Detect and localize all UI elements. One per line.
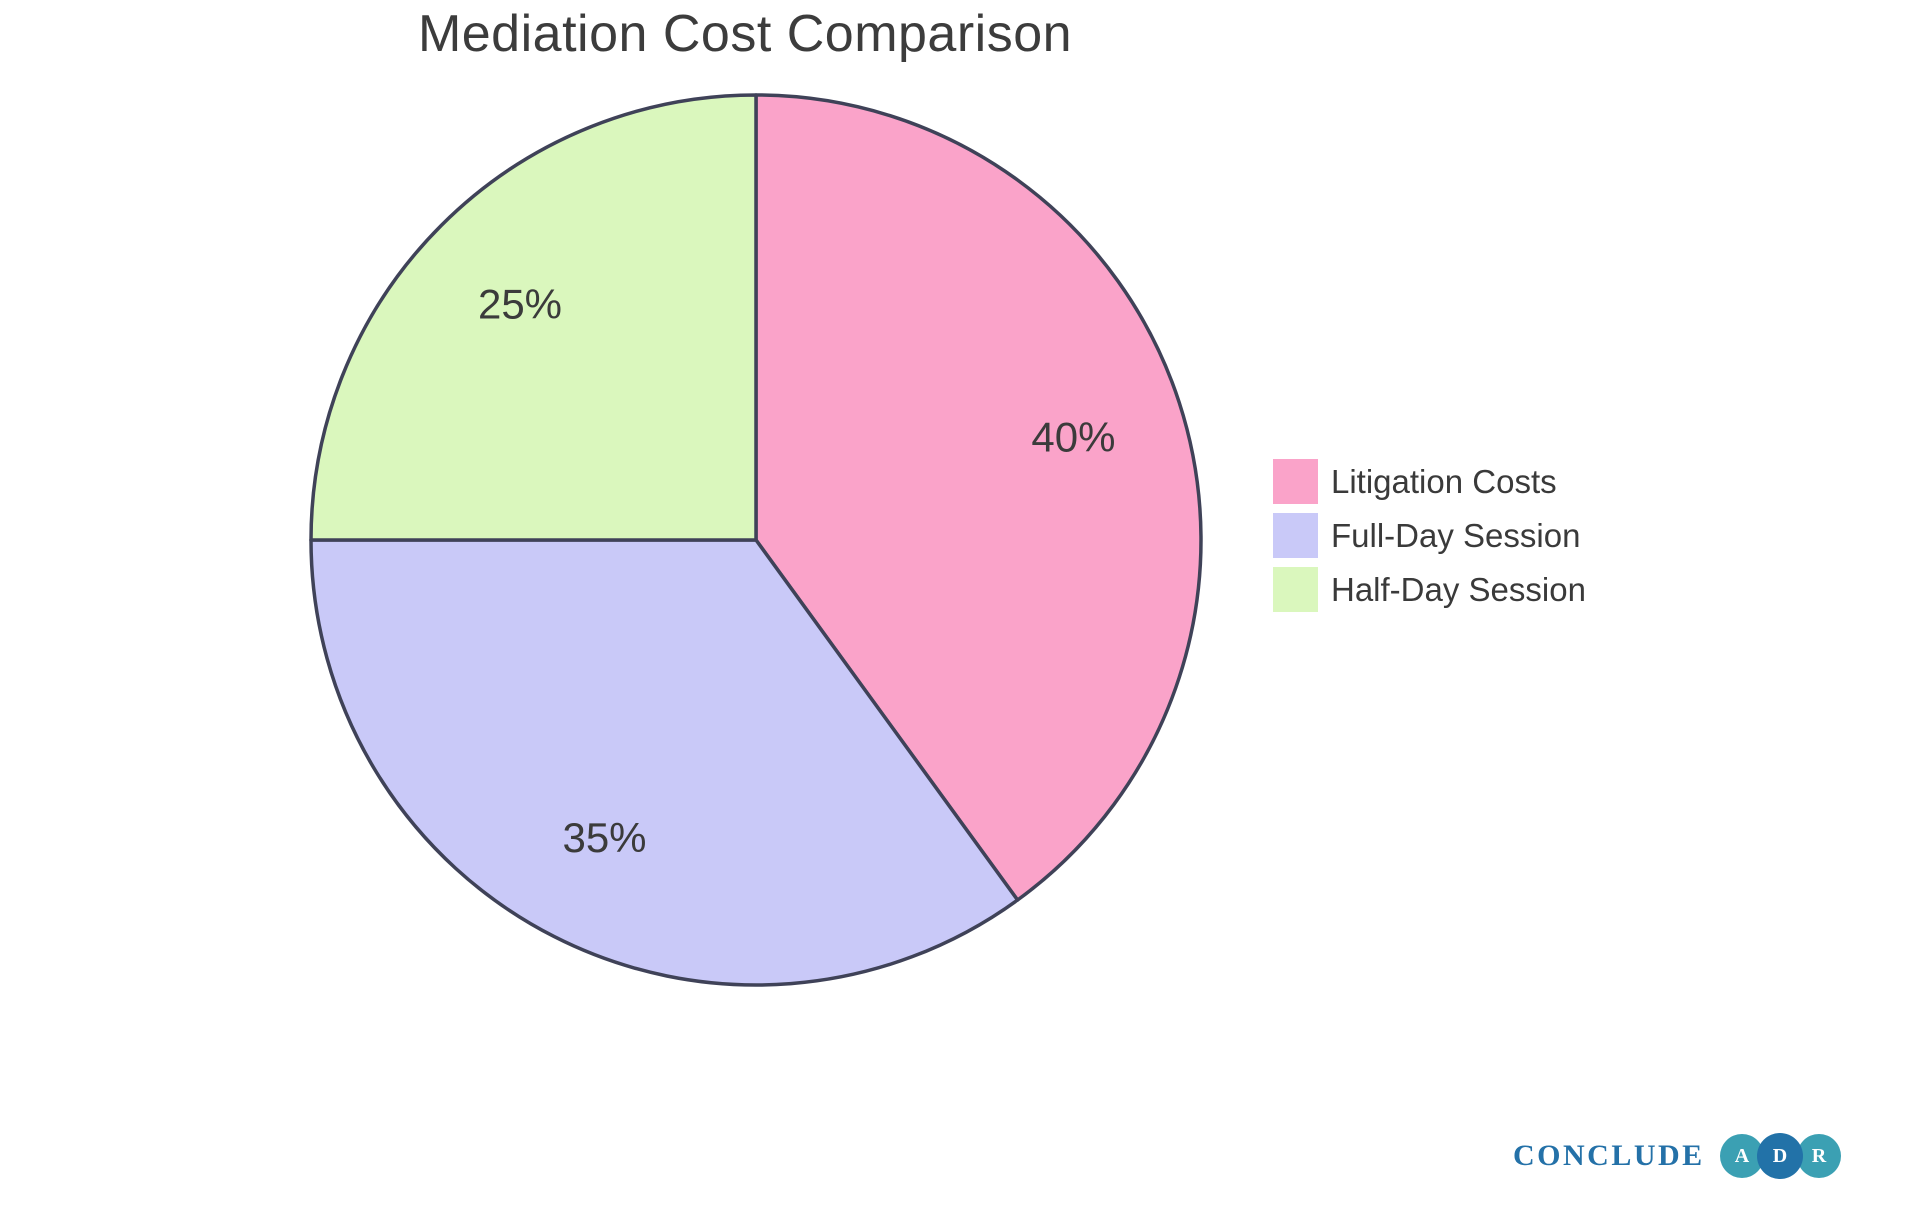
slice-label-half-day-session: 25% (478, 281, 562, 328)
pie-slice-full-day-session (309, 538, 1020, 987)
brand-logo: CONCLUDE A D R (1513, 1130, 1845, 1182)
legend-swatch-half-day-session (1273, 567, 1318, 612)
legend-label-half-day-session: Half-Day Session (1331, 570, 1586, 608)
legend-swatch-full-day-session (1273, 513, 1318, 558)
chart-title: Mediation Cost Comparison (417, 5, 1073, 63)
badge-letter-r: R (1811, 1145, 1826, 1167)
legend-label-litigation-costs: Litigation Costs (1331, 462, 1557, 500)
brand-wordmark: CONCLUDE (1513, 1139, 1705, 1172)
legend-swatch-litigation-costs (1273, 459, 1318, 504)
brand-adr-badge: A D R (1719, 1133, 1841, 1179)
pie-slice-litigation-costs (754, 93, 1203, 902)
badge-letter-a: A (1734, 1145, 1749, 1167)
pie-slice-half-day-session (309, 93, 758, 542)
badge-circle-r (1796, 1134, 1841, 1178)
badge-circle-a (1719, 1134, 1764, 1178)
legend-item-full-day-session: Full-Day Session (1273, 513, 1586, 558)
badge-circle-d (1756, 1133, 1803, 1179)
legend-item-half-day-session: Half-Day Session (1273, 567, 1586, 612)
badge-letter-d: D (1772, 1145, 1786, 1167)
legend-label-full-day-session: Full-Day Session (1331, 516, 1581, 554)
legend: Litigation Costs Full-Day Session Half-D… (1273, 459, 1586, 621)
legend-item-litigation-costs: Litigation Costs (1273, 459, 1586, 504)
slice-label-litigation-costs: 40% (1031, 413, 1115, 460)
slice-label-full-day-session: 35% (562, 814, 646, 861)
